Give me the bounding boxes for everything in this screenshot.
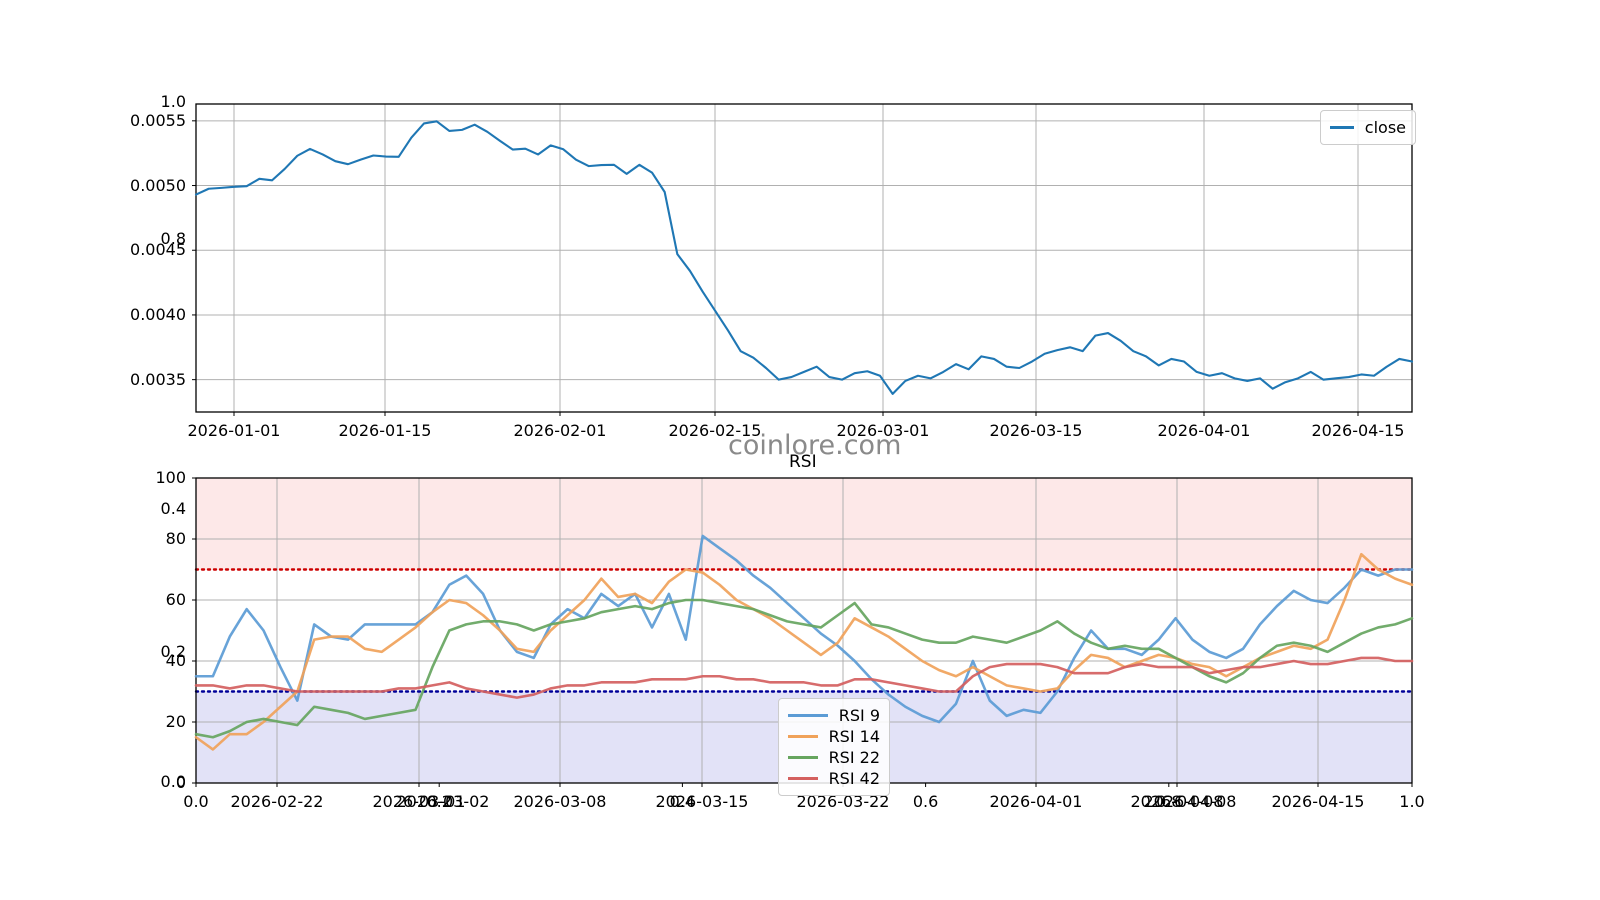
rsi-chart-panel: 0 20 40 60 80 100 0.0 0.2 0.4 2026-02-22 2026-03… [0,460,1600,900]
rsi-x-tick-2026-02-22: 2026-02-22 [230,792,324,811]
rsi-x-tick-extra-2026-03-02: 2026-03-02 [396,792,490,811]
price-x-tick-2026-02-01: 2026-02-01 [513,421,607,440]
rsi-overlay-x-tick-0.8: 0.8 [1156,792,1182,811]
rsi-legend-label: RSI 9 [838,706,880,725]
rsi-overlay-x-tick-0.6: 0.6 [912,792,939,811]
rsi-x-tick-2026-03-01: 2026-03-01 [372,792,466,811]
rsi-legend-item-rsi-14[interactable]: RSI 14 [788,726,880,747]
price-overlay-y-tick-1.0: 1.0 [160,92,186,111]
rsi-x-tick-2026-04-01: 2026-04-01 [989,792,1083,811]
rsi-x-tick-2026-04-08: 2026-04-08 [1130,792,1224,811]
rsi-overlay-y-tick-0.4: 0.4 [160,499,186,518]
rsi-legend-label: RSI 42 [828,769,880,788]
price-x-tick-2026-01-15: 2026-01-15 [338,421,432,440]
rsi-chart-svg [192,477,1414,787]
rsi-legend-item-rsi-42[interactable]: RSI 42 [788,768,880,789]
price-y-tick-0.0040: 0.0040 [130,304,186,324]
rsi-x-tick-2026-03-15: 2026-03-15 [655,792,749,811]
rsi-overlay-x-tick-1.0: 1.0 [1399,792,1425,811]
price-x-tick-2026-02-15: 2026-02-15 [668,421,762,440]
rsi-x-tick-2026-04-15: 2026-04-15 [1271,792,1365,811]
price-chart-panel: 0.0035 0.0040 0.0045 0.0050 0.0055 0.8 1.0 20… [130,92,1416,440]
rsi-legend-label: RSI 22 [828,748,880,767]
legend-line-swatch-icon [788,777,818,780]
price-legend-label: close [1364,118,1406,137]
price-x-tick-2026-04-01: 2026-04-01 [1157,421,1251,440]
rsi-overlay-x-tick-0.2: 0.2 [426,792,452,811]
price-y-tick-0.0055: 0.0055 [130,110,186,130]
rsi-y-tick-80: 80 [165,529,186,548]
rsi-overlay-x-tick-0.4: 0.4 [669,792,696,811]
rsi-y-tick-40: 40 [165,651,186,670]
legend-line-swatch-icon [788,714,828,717]
price-y-tick-0.0045: 0.0045 [130,240,186,260]
legend-line-swatch-icon [1330,126,1354,129]
legend-line-swatch-icon [788,735,818,738]
rsi-y-tick-20: 20 [165,712,186,731]
rsi-y-tick-100: 100 [155,468,186,487]
price-overlay-y-tick-0.8: 0.8 [160,229,186,248]
price-y-tick-0.0035: 0.0035 [130,369,186,389]
price-x-tick-2026-04-15: 2026-04-15 [1311,421,1405,440]
rsi-legend-item-rsi-9[interactable]: RSI 9 [788,705,880,726]
rsi-x-tick-2026-03-22: 2026-03-22 [796,792,890,811]
watermark-coinlore: coinlore.com [728,430,902,461]
rsi-x-tick-extra-2026-04-08: 2026-04-08 [1143,792,1237,811]
rsi-overlay-y-tick-0.2: 0.2 [160,642,186,661]
price-y-tick-0.0050: 0.0050 [130,175,186,195]
rsi-y-tick-60: 60 [165,590,186,609]
rsi-legend-label: RSI 14 [828,727,880,746]
rsi-x-tick-2026-03-08: 2026-03-08 [513,792,607,811]
price-legend-item-close[interactable]: close [1330,117,1406,138]
rsi-overlay-x-tick-0.0: 0.0 [183,792,209,811]
price-chart-svg [192,103,1414,416]
legend-line-swatch-icon [788,756,818,759]
price-x-tick-2026-01-01: 2026-01-01 [187,421,281,440]
rsi-overlay-y-tick-0.0: 0.0 [160,772,186,791]
price-legend[interactable]: close [1320,110,1416,145]
rsi-y-tick-0: 0 [175,773,186,792]
rsi-panel-title: RSI [789,452,817,472]
price-x-tick-2026-03-15: 2026-03-15 [989,421,1083,440]
rsi-legend[interactable]: RSI 9 RSI 14 RSI 22 RSI 42 [778,698,890,796]
price-x-tick-2026-03-01: 2026-03-01 [836,421,930,440]
rsi-legend-item-rsi-22[interactable]: RSI 22 [788,747,880,768]
